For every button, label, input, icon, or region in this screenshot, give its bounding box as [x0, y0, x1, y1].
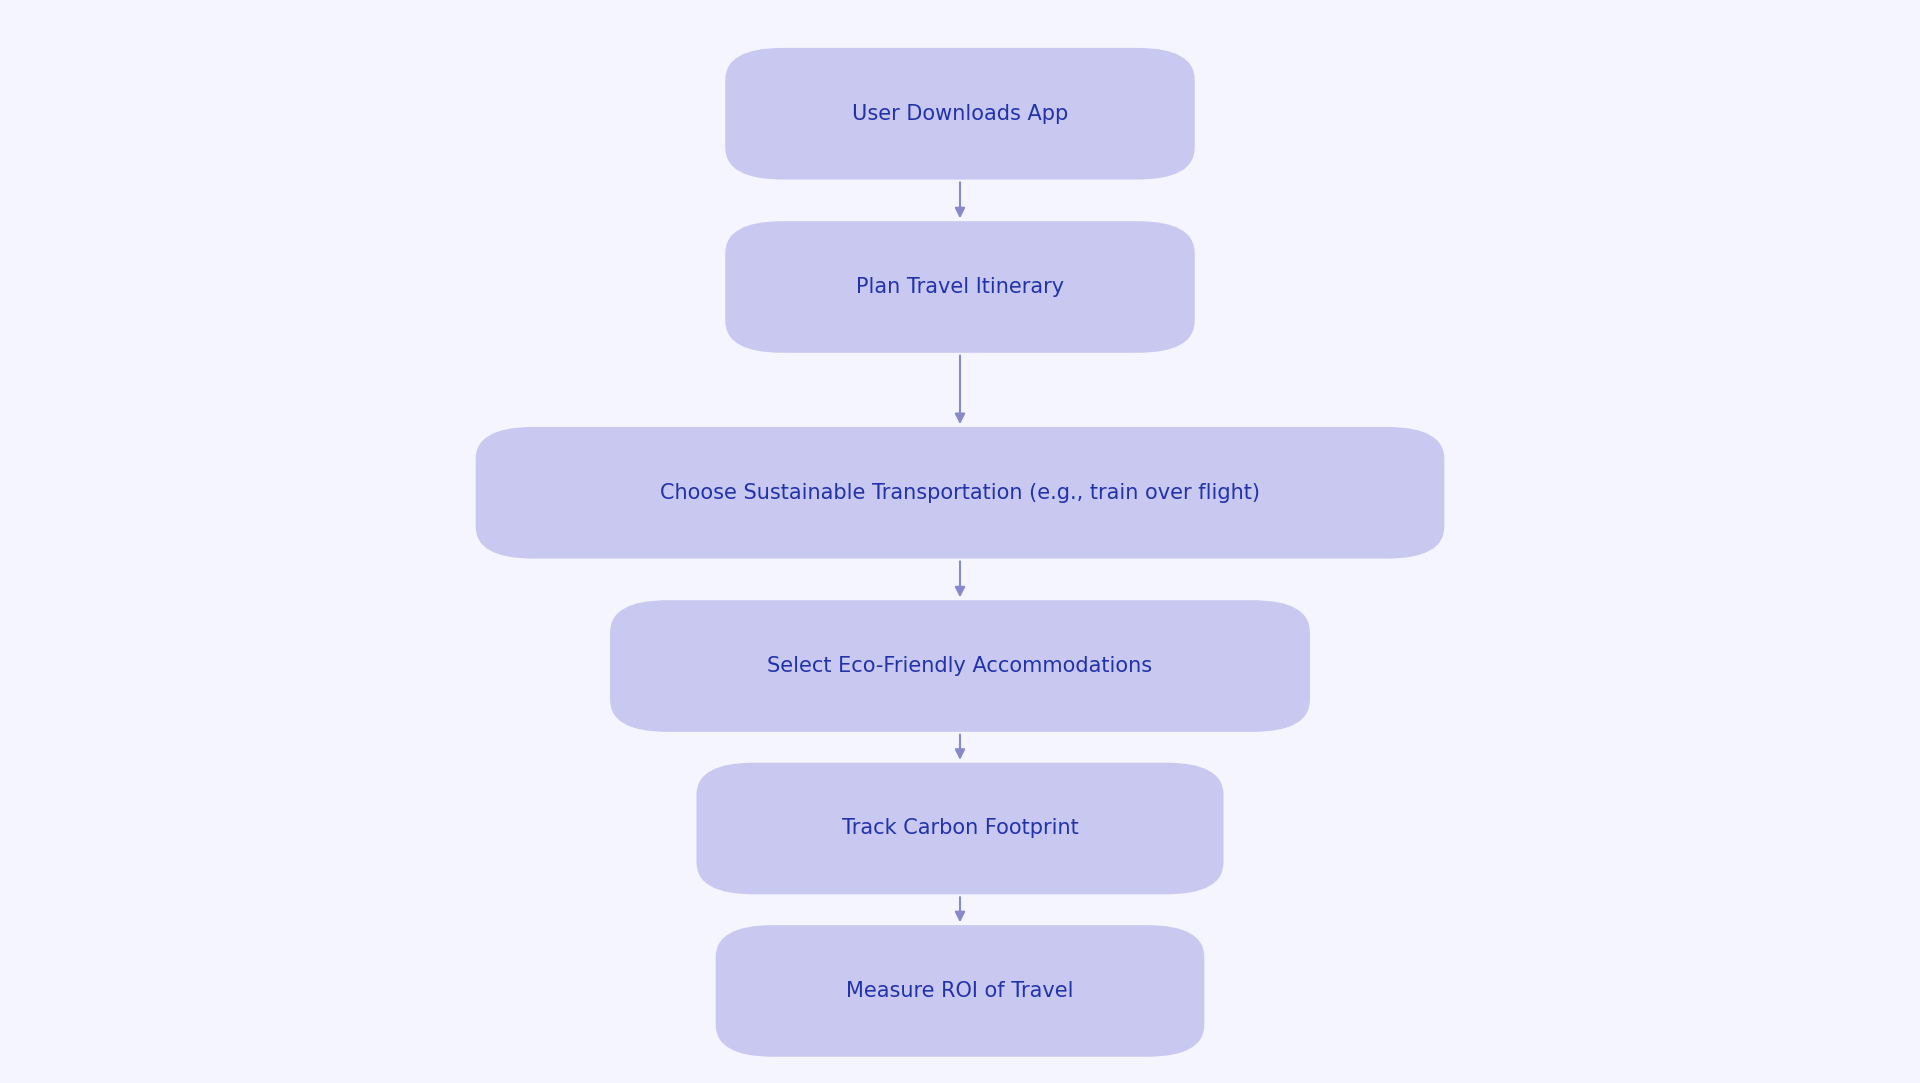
FancyBboxPatch shape [611, 600, 1309, 732]
Text: Plan Travel Itinerary: Plan Travel Itinerary [856, 277, 1064, 297]
FancyBboxPatch shape [726, 221, 1194, 353]
FancyBboxPatch shape [476, 427, 1444, 559]
FancyBboxPatch shape [716, 925, 1204, 1057]
FancyBboxPatch shape [697, 762, 1223, 895]
Text: Select Eco-Friendly Accommodations: Select Eco-Friendly Accommodations [768, 656, 1152, 676]
Text: Choose Sustainable Transportation (e.g., train over flight): Choose Sustainable Transportation (e.g.,… [660, 483, 1260, 503]
Text: Measure ROI of Travel: Measure ROI of Travel [847, 981, 1073, 1001]
Text: User Downloads App: User Downloads App [852, 104, 1068, 123]
Text: Track Carbon Footprint: Track Carbon Footprint [841, 819, 1079, 838]
FancyBboxPatch shape [726, 48, 1194, 180]
